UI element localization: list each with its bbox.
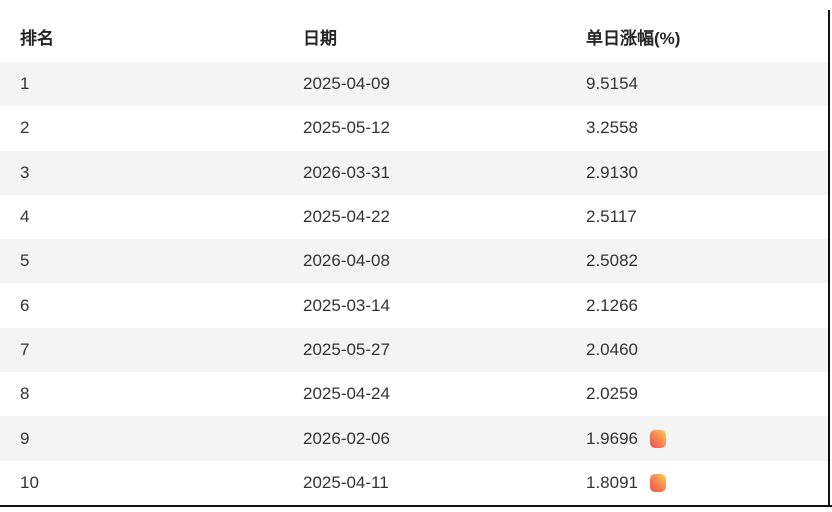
- gain-value: 2.1266: [586, 295, 638, 315]
- gain-cell: 2.5082: [566, 239, 830, 283]
- rank-cell: 10: [20, 472, 39, 492]
- gain-cell: 2.5117: [566, 195, 830, 239]
- panel-bottom-border: [0, 505, 832, 507]
- column-header-rank: 排名: [20, 28, 54, 48]
- gain-cell-inner: 2.9130: [586, 163, 638, 183]
- date-cell: 2026-02-06: [303, 428, 390, 448]
- gain-cell: 2.9130: [566, 151, 830, 195]
- column-header-date: 日期: [303, 28, 337, 48]
- date-cell: 2025-05-27: [303, 339, 390, 359]
- gain-cell-inner: 1.9696: [586, 429, 666, 449]
- gain-cell: 1.9696: [566, 416, 830, 460]
- date-cell: 2026-04-08: [303, 251, 390, 271]
- rank-cell: 3: [20, 162, 30, 182]
- gain-cell-inner: 2.0460: [586, 340, 638, 360]
- rank-cell: 5: [20, 251, 30, 271]
- gain-value: 1.8091: [586, 472, 638, 492]
- table-row: 6 2025-03-14 2.1266: [0, 283, 830, 327]
- rank-cell: 4: [20, 207, 30, 227]
- table-row: 4 2025-04-22 2.5117: [0, 195, 830, 239]
- date-cell: 2025-04-24: [303, 384, 390, 404]
- table-row: 8 2025-04-24 2.0259: [0, 372, 830, 416]
- gain-value: 9.5154: [586, 74, 638, 94]
- ranking-table: 排名 日期 单日涨幅(%) 1 2025-04-09 9.5154 2 2025-05-…: [0, 10, 830, 505]
- panel-right-border: [828, 10, 830, 507]
- table-row: 3 2026-03-31 2.9130: [0, 150, 830, 195]
- date-cell: 2025-04-09: [303, 74, 390, 94]
- table-row: 9 2026-02-06 1.9696: [0, 416, 830, 461]
- gain-value: 2.9130: [586, 162, 638, 182]
- gain-cell: 2.1266: [566, 283, 830, 327]
- date-cell: 2025-04-22: [303, 207, 390, 227]
- gain-value: 3.2558: [586, 118, 638, 138]
- gain-cell: 1.8091: [566, 461, 830, 505]
- gain-cell-inner: 2.5082: [586, 251, 638, 271]
- gain-cell: 2.0460: [566, 328, 830, 372]
- gain-value: 2.5082: [586, 251, 638, 271]
- date-cell: 2025-04-11: [303, 472, 389, 492]
- gain-cell-inner: 2.0259: [586, 384, 638, 404]
- date-cell: 2025-03-14: [303, 295, 390, 315]
- gain-cell: 9.5154: [566, 62, 830, 106]
- gain-cell-inner: 2.1266: [586, 296, 638, 316]
- table-body: 1 2025-04-09 9.5154 2 2025-05-12 3.2558 3 2026-…: [0, 62, 830, 505]
- gain-cell-inner: 3.2558: [586, 118, 638, 138]
- rank-cell: 8: [20, 384, 30, 404]
- date-cell: 2026-03-31: [303, 162, 390, 182]
- table-row: 10 2025-04-11 1.8091: [0, 461, 830, 505]
- gain-cell-inner: 9.5154: [586, 74, 638, 94]
- rank-cell: 1: [20, 74, 30, 94]
- date-cell: 2025-05-12: [303, 118, 390, 138]
- table-header: 排名 日期 单日涨幅(%): [0, 10, 830, 62]
- table-row: 5 2026-04-08 2.5082: [0, 239, 830, 284]
- rank-cell: 2: [20, 118, 30, 138]
- gain-cell-inner: 1.8091: [586, 473, 666, 493]
- rank-cell: 6: [20, 295, 30, 315]
- gain-value: 2.5117: [586, 207, 637, 227]
- gain-value: 2.0460: [586, 339, 638, 359]
- gain-cell: 2.0259: [566, 372, 830, 416]
- hot-badge-icon: [650, 429, 666, 448]
- rank-cell: 9: [20, 428, 30, 448]
- gain-value: 1.9696: [586, 428, 638, 448]
- table-header-row: 排名 日期 单日涨幅(%): [0, 10, 830, 62]
- gain-value: 2.0259: [586, 384, 638, 404]
- table-row: 7 2025-05-27 2.0460: [0, 327, 830, 373]
- column-header-gain: 单日涨幅(%): [586, 28, 681, 48]
- rank-cell: 7: [20, 339, 30, 359]
- table-row: 1 2025-04-09 9.5154: [0, 62, 830, 107]
- table-row: 2 2025-05-12 3.2558: [0, 106, 830, 150]
- gain-cell-inner: 2.5117: [586, 207, 637, 227]
- hot-badge-icon: [650, 473, 666, 492]
- gain-cell: 3.2558: [566, 106, 830, 150]
